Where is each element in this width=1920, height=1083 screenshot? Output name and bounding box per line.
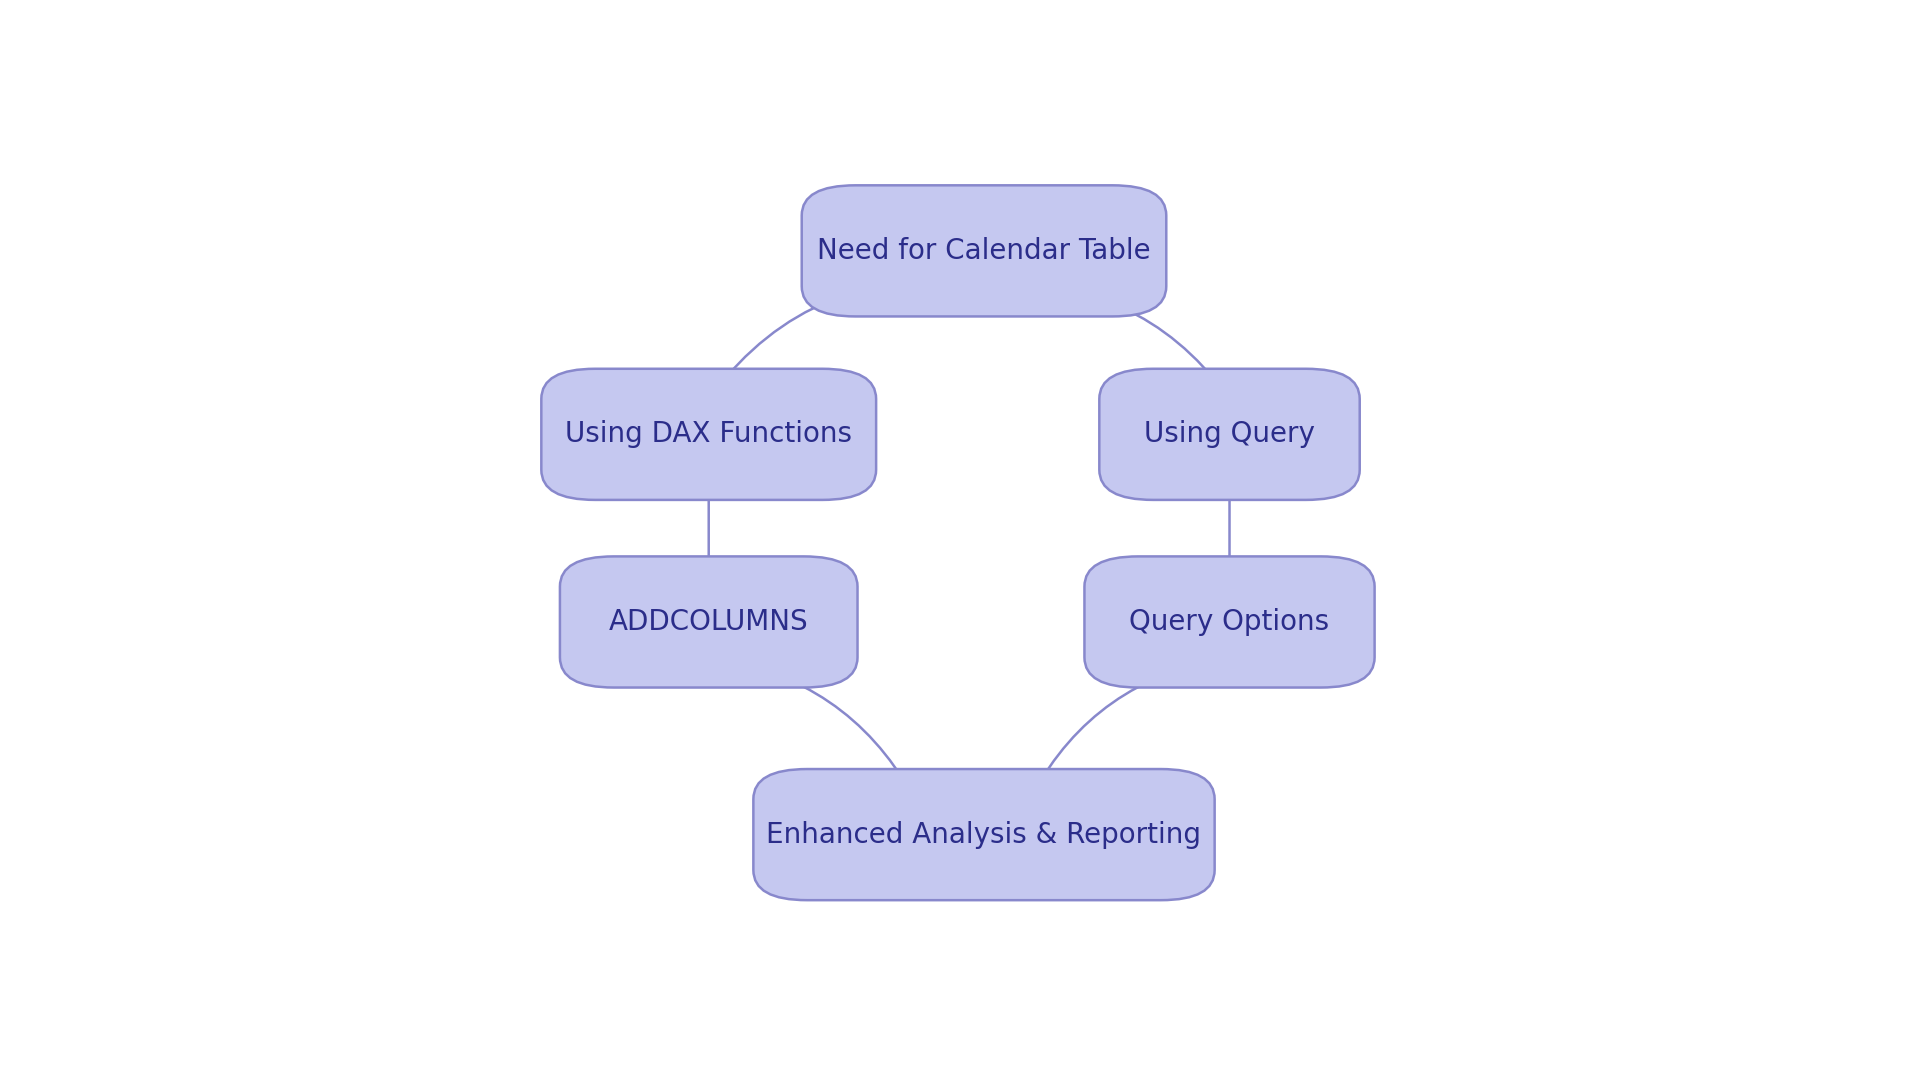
Text: Using Query: Using Query xyxy=(1144,420,1315,448)
Text: Need for Calendar Table: Need for Calendar Table xyxy=(818,237,1150,265)
Text: Enhanced Analysis & Reporting: Enhanced Analysis & Reporting xyxy=(766,821,1202,849)
FancyBboxPatch shape xyxy=(753,769,1215,900)
FancyBboxPatch shape xyxy=(1100,369,1359,500)
Text: ADDCOLUMNS: ADDCOLUMNS xyxy=(609,608,808,636)
Text: Query Options: Query Options xyxy=(1129,608,1329,636)
Text: Using DAX Functions: Using DAX Functions xyxy=(564,420,852,448)
FancyBboxPatch shape xyxy=(561,557,858,688)
FancyBboxPatch shape xyxy=(803,185,1165,316)
FancyBboxPatch shape xyxy=(541,369,876,500)
FancyBboxPatch shape xyxy=(1085,557,1375,688)
